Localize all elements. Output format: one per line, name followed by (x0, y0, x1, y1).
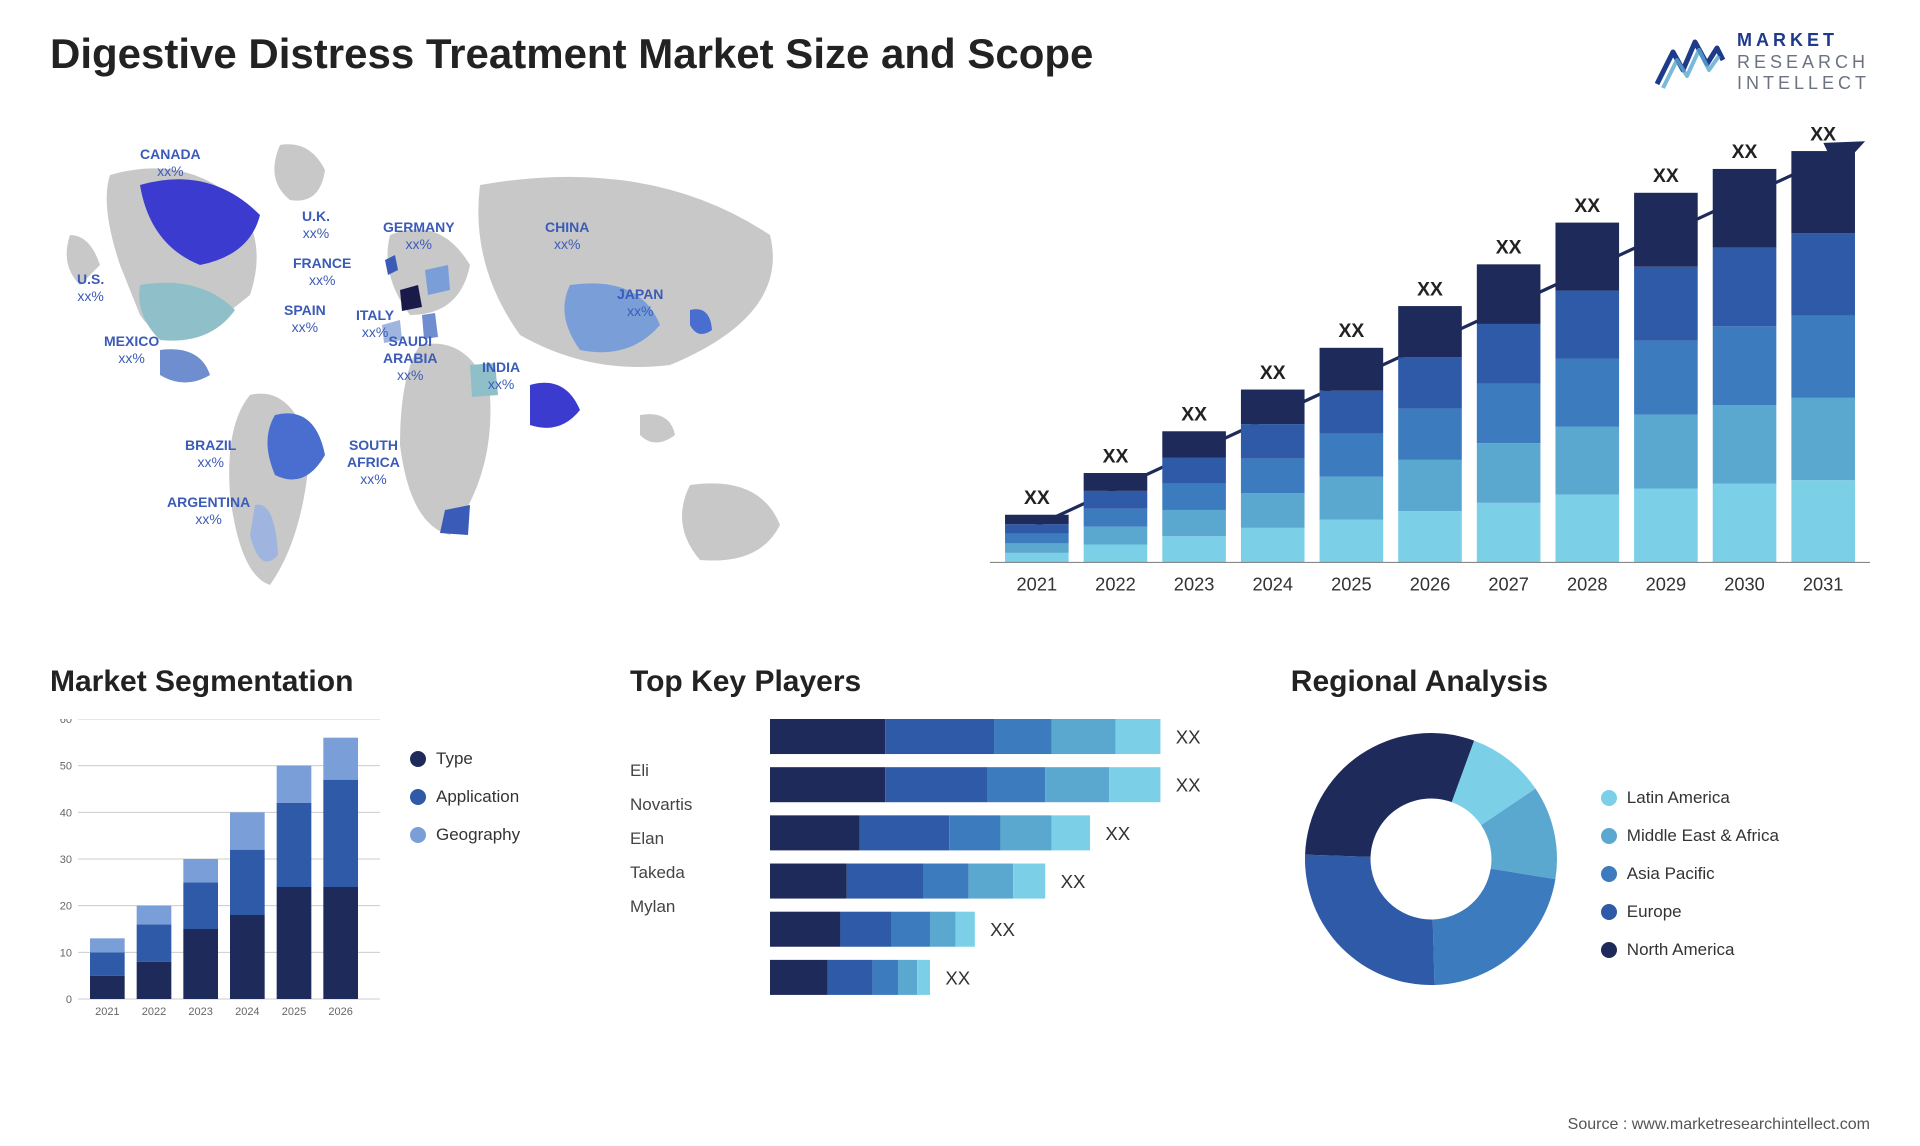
key-players-hbar-chart: XX XX XX XX XX XX (770, 719, 1241, 1019)
regional-title: Regional Analysis (1291, 665, 1870, 699)
svg-text:2021: 2021 (1017, 573, 1058, 594)
key-player-name: Eli (630, 761, 750, 781)
source-line: Source : www.marketresearchintellect.com (1568, 1116, 1870, 1134)
svg-text:30: 30 (60, 854, 72, 866)
svg-text:XX: XX (1810, 125, 1836, 145)
world-map-panel: CANADAxx% U.S.xx% MEXICOxx% BRAZILxx% ARGENT… (50, 115, 950, 635)
svg-text:XX: XX (990, 919, 1015, 940)
legend-item: Middle East & Africa (1601, 826, 1779, 846)
segmentation-bar-chart: 0 10 20 30 40 50 60 2021 2022 2023 2024 2025 2026 (50, 719, 380, 1029)
map-label: INDIAxx% (482, 359, 520, 393)
map-label: GERMANYxx% (383, 219, 455, 253)
map-label: U.S.xx% (77, 271, 104, 305)
growth-bar-chart: XX 2021 XX 2022 XX 2023 XX 2024 XX 2025 XX 2026 XX 20… (990, 125, 1870, 635)
brand-logo: MARKET RESEARCH INTELLECT (1655, 30, 1870, 95)
svg-text:2025: 2025 (1331, 573, 1372, 594)
growth-chart-panel: XX 2021 XX 2022 XX 2023 XX 2024 XX 2025 XX 2026 XX 20… (990, 115, 1870, 635)
svg-text:XX: XX (1176, 774, 1201, 795)
map-label: SAUDIARABIAxx% (383, 333, 437, 383)
key-player-name: Mylan (630, 897, 750, 917)
svg-text:XX: XX (1653, 166, 1679, 187)
svg-text:XX: XX (1338, 321, 1364, 342)
svg-text:2022: 2022 (1095, 573, 1136, 594)
svg-text:XX: XX (1417, 279, 1443, 300)
logo-line-1: MARKET (1737, 30, 1870, 52)
svg-text:2027: 2027 (1488, 573, 1529, 594)
key-player-name: Elan (630, 829, 750, 849)
logo-icon (1655, 30, 1725, 94)
svg-text:XX: XX (1103, 446, 1129, 467)
key-player-name: Takeda (630, 863, 750, 883)
legend-item: Europe (1601, 902, 1779, 922)
key-players-title: Top Key Players (630, 665, 1241, 699)
segmentation-legend: Type Application Geography (410, 719, 520, 845)
svg-text:2022: 2022 (142, 1006, 166, 1018)
map-label: SOUTHAFRICAxx% (347, 437, 400, 487)
logo-line-3: INTELLECT (1737, 73, 1870, 95)
legend-item: North America (1601, 940, 1779, 960)
svg-text:XX: XX (945, 967, 970, 988)
map-label: ARGENTINAxx% (167, 494, 250, 528)
svg-text:2030: 2030 (1724, 573, 1765, 594)
legend-item: Latin America (1601, 788, 1779, 808)
segmentation-panel: Market Segmentation 0 10 20 30 40 50 60 2021 202… (50, 665, 580, 1085)
svg-text:20: 20 (60, 900, 72, 912)
svg-text:XX: XX (1496, 237, 1522, 258)
key-player-name: Novartis (630, 795, 750, 815)
svg-text:XX: XX (1105, 823, 1130, 844)
key-players-names: Eli Novartis Elan Takeda Mylan (630, 719, 750, 917)
map-label: BRAZILxx% (185, 437, 236, 471)
legend-item: Geography (410, 825, 520, 845)
svg-text:2028: 2028 (1567, 573, 1608, 594)
key-players-panel: Top Key Players Eli Novartis Elan Takeda Myl… (630, 665, 1241, 1085)
regional-donut-chart (1291, 719, 1571, 999)
segmentation-title: Market Segmentation (50, 665, 580, 699)
svg-text:XX: XX (1260, 363, 1286, 384)
legend-item: Type (410, 749, 520, 769)
map-label: FRANCExx% (293, 255, 351, 289)
svg-text:2031: 2031 (1803, 573, 1844, 594)
svg-text:2025: 2025 (282, 1006, 306, 1018)
svg-text:XX: XX (1574, 196, 1600, 217)
legend-item: Asia Pacific (1601, 864, 1779, 884)
svg-text:50: 50 (60, 760, 72, 772)
svg-text:XX: XX (1061, 871, 1086, 892)
svg-text:40: 40 (60, 807, 72, 819)
svg-text:2023: 2023 (1174, 573, 1215, 594)
svg-text:2021: 2021 (95, 1006, 119, 1018)
map-label: U.K.xx% (302, 208, 330, 242)
svg-text:10: 10 (60, 947, 72, 959)
map-label: JAPANxx% (617, 286, 663, 320)
page-title: Digestive Distress Treatment Market Size… (50, 30, 1093, 78)
svg-text:2029: 2029 (1646, 573, 1687, 594)
map-label: MEXICOxx% (104, 333, 159, 367)
regional-panel: Regional Analysis Latin America Middle Ea… (1291, 665, 1870, 1085)
legend-item: Application (410, 787, 520, 807)
map-label: CHINAxx% (545, 219, 589, 253)
svg-text:2024: 2024 (235, 1006, 259, 1018)
regional-legend: Latin America Middle East & Africa Asia Pa… (1601, 758, 1779, 960)
svg-text:2023: 2023 (188, 1006, 212, 1018)
svg-text:XX: XX (1181, 404, 1207, 425)
map-label: SPAINxx% (284, 302, 326, 336)
svg-text:XX: XX (1024, 488, 1050, 509)
svg-text:XX: XX (1732, 142, 1758, 163)
svg-text:2024: 2024 (1252, 573, 1293, 594)
svg-text:XX: XX (1176, 726, 1201, 747)
logo-line-2: RESEARCH (1737, 52, 1870, 74)
svg-text:60: 60 (60, 719, 72, 726)
map-label: CANADAxx% (140, 146, 201, 180)
svg-text:2026: 2026 (328, 1006, 352, 1018)
svg-text:2026: 2026 (1410, 573, 1451, 594)
svg-text:0: 0 (66, 994, 72, 1006)
